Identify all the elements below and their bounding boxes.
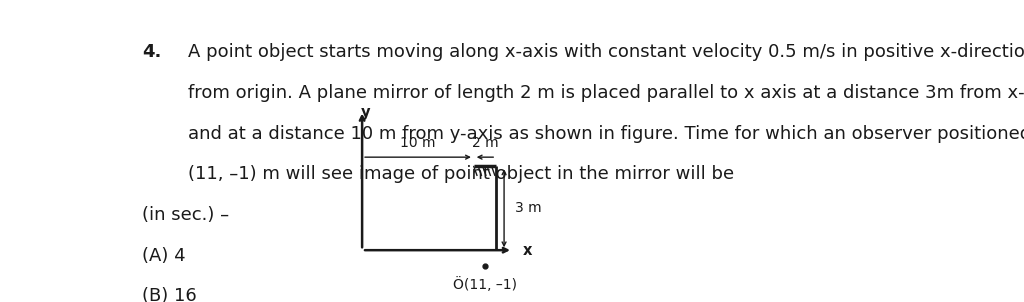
Text: (in sec.) –: (in sec.) – xyxy=(142,206,229,224)
Text: 10 m: 10 m xyxy=(400,136,435,150)
Text: (11, –1) m will see image of point object in the mirror will be: (11, –1) m will see image of point objec… xyxy=(187,165,733,183)
Text: (A) 4: (A) 4 xyxy=(142,247,186,265)
Text: x: x xyxy=(522,243,531,258)
Text: and at a distance 10 m from y-axis as shown in figure. Time for which an observe: and at a distance 10 m from y-axis as sh… xyxy=(187,125,1024,143)
Text: (B) 16: (B) 16 xyxy=(142,288,197,302)
Text: 4.: 4. xyxy=(142,43,162,61)
Text: from origin. A plane mirror of length 2 m is placed parallel to x axis at a dist: from origin. A plane mirror of length 2 … xyxy=(187,84,1024,102)
Text: A point object starts moving along x-axis with constant velocity 0.5 m/s in posi: A point object starts moving along x-axi… xyxy=(187,43,1024,61)
Text: Ö(11, –1): Ö(11, –1) xyxy=(453,277,517,292)
Text: 3 m: 3 m xyxy=(515,201,542,215)
Text: 2 m: 2 m xyxy=(472,136,499,150)
Text: y: y xyxy=(360,105,370,120)
